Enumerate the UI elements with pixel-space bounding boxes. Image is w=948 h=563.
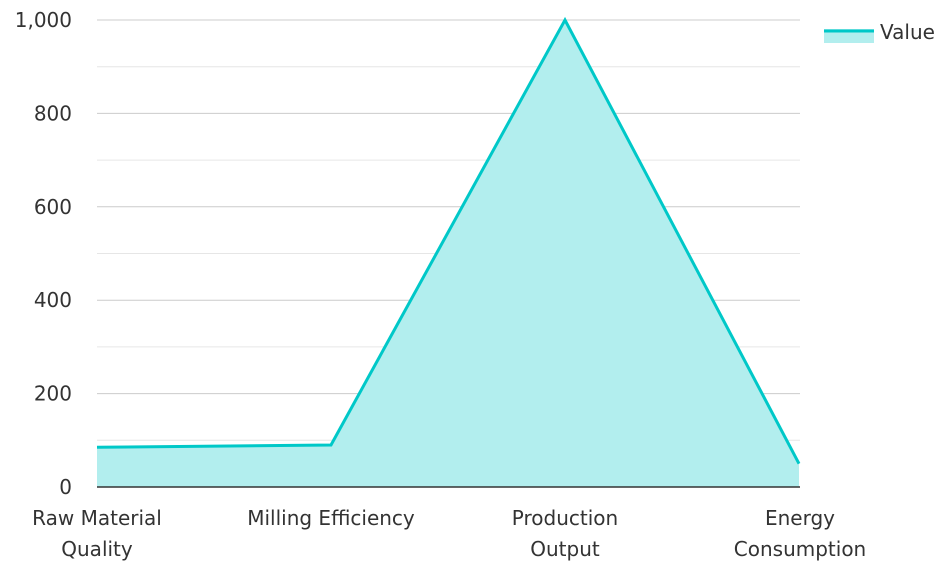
legend: Value (824, 20, 935, 44)
y-tick-label: 0 (59, 475, 72, 499)
y-tick-label: 1,000 (15, 8, 72, 32)
x-tick-label: Raw Material Quality (32, 506, 162, 561)
x-tick-label: Energy Consumption (734, 506, 866, 561)
series-line-value (96, 16, 801, 465)
y-tick-label: 200 (34, 382, 72, 406)
area-fill-value (97, 20, 799, 487)
y-tick-label: 800 (34, 101, 72, 125)
x-tick-label: Milling Efficiency (247, 506, 415, 530)
y-tick-label: 400 (34, 288, 72, 312)
legend-label-value: Value (880, 20, 935, 44)
x-tick-labels: Raw Material Quality Milling Efficiency Pro… (32, 506, 866, 561)
x-tick-label: Production Output (512, 506, 618, 561)
y-tick-label: 600 (34, 195, 72, 219)
series-area (96, 16, 801, 487)
y-tick-labels: 0 200 400 600 800 1,000 (15, 8, 72, 499)
